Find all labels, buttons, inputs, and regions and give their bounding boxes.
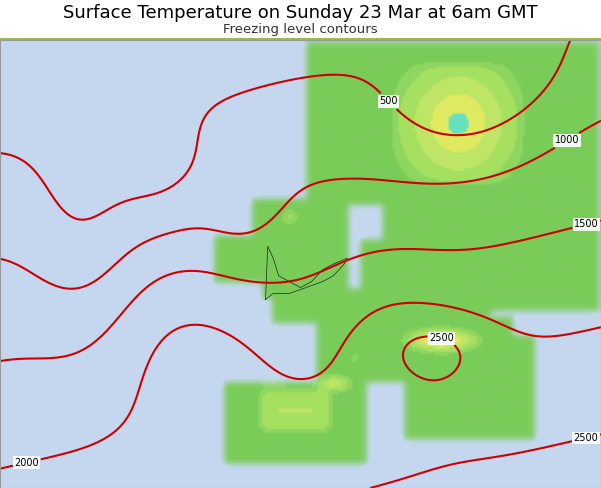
Text: Freezing level contours: Freezing level contours: [223, 23, 378, 37]
Text: Surface Temperature on Sunday 23 Mar at 6am GMT: Surface Temperature on Sunday 23 Mar at …: [63, 4, 538, 22]
Text: 2500: 2500: [573, 433, 599, 443]
Text: 1000: 1000: [555, 135, 579, 145]
Text: 500: 500: [379, 96, 398, 106]
Text: 2000: 2000: [14, 458, 39, 468]
Text: 1500: 1500: [574, 219, 599, 229]
Text: 2500: 2500: [429, 333, 454, 343]
